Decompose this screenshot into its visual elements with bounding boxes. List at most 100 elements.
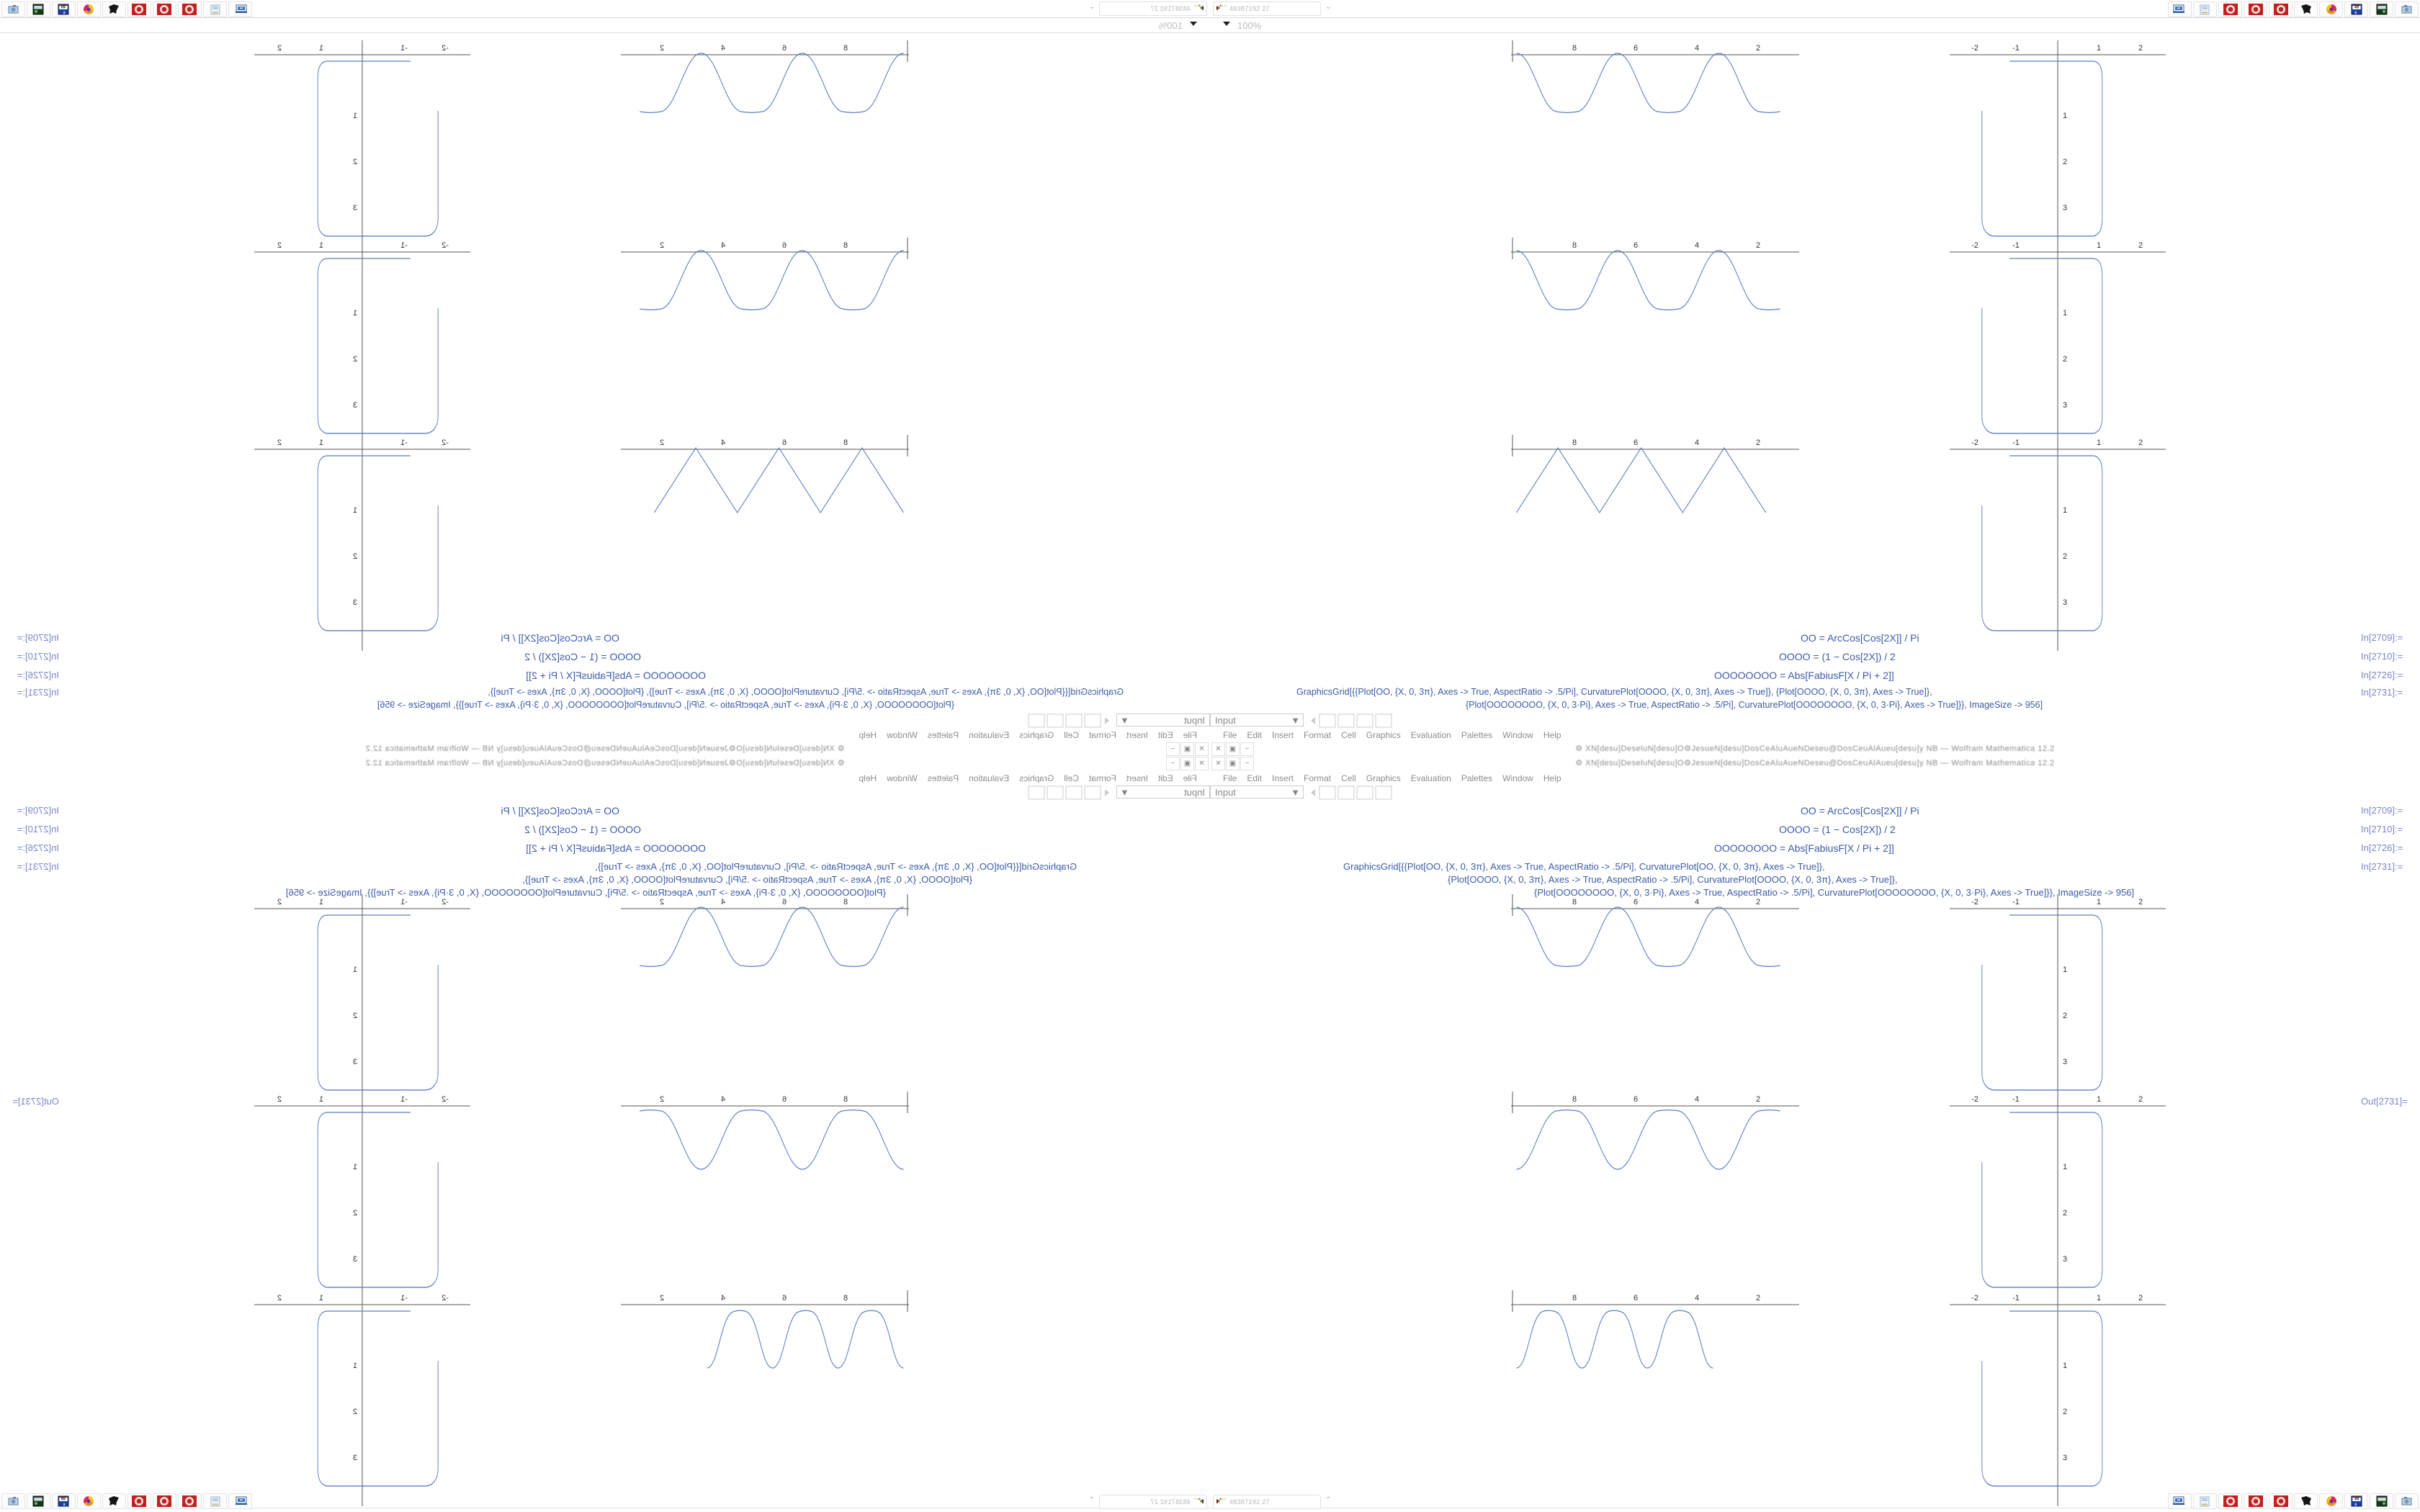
svg-text:8: 8 (1572, 1095, 1577, 1104)
svg-text:6: 6 (1634, 898, 1638, 906)
svg-text:8: 8 (1572, 898, 1577, 906)
svg-text:4: 4 (721, 438, 725, 447)
svg-text:3: 3 (353, 598, 357, 607)
svg-text:1: 1 (2097, 1294, 2101, 1302)
svg-text:2: 2 (277, 44, 282, 53)
svg-text:2: 2 (660, 241, 664, 250)
svg-text:49: 49 (2354, 6, 2358, 10)
svg-text:4: 4 (721, 241, 725, 250)
svg-text:2: 2 (277, 438, 282, 447)
svg-text:2: 2 (2063, 1012, 2067, 1020)
svg-text:2: 2 (1756, 1095, 1760, 1104)
svg-text:2: 2 (660, 898, 664, 906)
svg-text:1: 1 (319, 1294, 323, 1302)
svg-text:1: 1 (319, 438, 323, 447)
svg-text:-2: -2 (442, 44, 449, 53)
svg-text:-1: -1 (2012, 241, 2020, 250)
svg-text:3: 3 (2063, 598, 2067, 607)
svg-text:-1: -1 (2012, 898, 2020, 906)
svg-text:3: 3 (353, 1058, 357, 1066)
svg-text:1: 1 (2097, 438, 2101, 447)
svg-text:-2: -2 (1971, 898, 1978, 906)
svg-text:1: 1 (353, 1163, 357, 1171)
svg-text:8: 8 (843, 241, 848, 250)
svg-text:4: 4 (721, 1095, 725, 1104)
svg-text:8: 8 (1572, 1294, 1577, 1302)
svg-text:8: 8 (843, 1294, 848, 1302)
svg-text:-1: -1 (400, 898, 408, 906)
svg-text:-1: -1 (400, 1294, 408, 1302)
svg-text:3: 3 (2063, 1454, 2067, 1462)
svg-text:4: 4 (721, 1294, 725, 1302)
svg-text:6: 6 (1634, 1095, 1638, 1104)
svg-text:2: 2 (353, 1012, 357, 1020)
svg-text:3: 3 (2063, 1255, 2067, 1264)
svg-text:2: 2 (2138, 241, 2143, 250)
svg-text:2: 2 (2063, 355, 2067, 364)
svg-text:8: 8 (843, 1095, 848, 1104)
svg-text:1: 1 (319, 898, 323, 906)
svg-text:3: 3 (2063, 401, 2067, 410)
svg-text:8: 8 (843, 44, 848, 53)
svg-text:2: 2 (353, 552, 357, 561)
svg-text:4: 4 (1695, 898, 1699, 906)
svg-text:-2: -2 (442, 438, 449, 447)
svg-text:6: 6 (782, 898, 786, 906)
svg-text:1: 1 (2063, 966, 2067, 974)
svg-text:-1: -1 (2012, 438, 2020, 447)
svg-text:4: 4 (1695, 438, 1699, 447)
svg-text:1: 1 (2063, 112, 2067, 120)
svg-text:-2: -2 (1971, 438, 1978, 447)
svg-text:1: 1 (2097, 1095, 2101, 1104)
svg-text:-1: -1 (400, 241, 408, 250)
svg-text:1: 1 (353, 112, 357, 120)
svg-text:6: 6 (1634, 241, 1638, 250)
svg-text:-2: -2 (442, 241, 449, 250)
svg-text:-1: -1 (2012, 44, 2020, 53)
svg-text:-2: -2 (442, 1294, 449, 1302)
svg-text:3: 3 (353, 1255, 357, 1264)
svg-text:3: 3 (353, 204, 357, 212)
svg-text:2: 2 (1756, 438, 1760, 447)
svg-text:2: 2 (2063, 158, 2067, 166)
svg-text:6: 6 (1634, 44, 1638, 53)
svg-text:-1: -1 (2012, 1294, 2020, 1302)
svg-text:3: 3 (2063, 204, 2067, 212)
svg-text:1: 1 (2097, 241, 2101, 250)
svg-text:1: 1 (2063, 506, 2067, 515)
svg-text:6: 6 (782, 438, 786, 447)
svg-text:1: 1 (353, 966, 357, 974)
svg-text:-2: -2 (1971, 241, 1978, 250)
svg-text:1: 1 (353, 309, 357, 318)
svg-text:-1: -1 (400, 1095, 408, 1104)
svg-text:3: 3 (353, 401, 357, 410)
svg-text:2: 2 (1756, 44, 1760, 53)
svg-text:-1: -1 (2012, 1095, 2020, 1104)
svg-text:1: 1 (2097, 898, 2101, 906)
svg-text:6: 6 (782, 241, 786, 250)
svg-text:2: 2 (353, 1408, 357, 1416)
svg-text:-2: -2 (1971, 1095, 1978, 1104)
svg-text:3: 3 (2063, 1058, 2067, 1066)
svg-text:2: 2 (353, 1209, 357, 1218)
svg-text:2: 2 (2138, 1095, 2143, 1104)
svg-text:2: 2 (2138, 898, 2143, 906)
svg-text:2: 2 (2063, 552, 2067, 561)
svg-text:2: 2 (2138, 438, 2143, 447)
svg-text:-2: -2 (442, 1095, 449, 1104)
svg-text:1: 1 (319, 241, 323, 250)
svg-text:1: 1 (353, 506, 357, 515)
svg-text:6: 6 (1634, 1294, 1638, 1302)
svg-text:-1: -1 (400, 438, 408, 447)
svg-text:2: 2 (277, 1294, 282, 1302)
svg-text:6: 6 (782, 1095, 786, 1104)
svg-text:4: 4 (1695, 241, 1699, 250)
svg-text:2: 2 (353, 158, 357, 166)
svg-text:3: 3 (353, 1454, 357, 1462)
svg-text:-2: -2 (1971, 1294, 1978, 1302)
svg-text:2: 2 (660, 1095, 664, 1104)
svg-text:2: 2 (1756, 1294, 1760, 1302)
svg-text:2: 2 (2063, 1408, 2067, 1416)
svg-text:6: 6 (782, 44, 786, 53)
svg-text:-1: -1 (400, 44, 408, 53)
